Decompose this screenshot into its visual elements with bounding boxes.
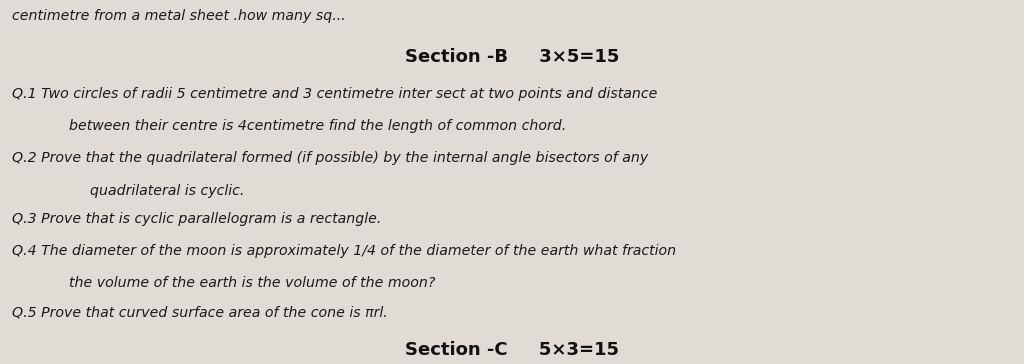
Text: Q.2 Prove that the quadrilateral formed (if possible) by the internal angle bise: Q.2 Prove that the quadrilateral formed … xyxy=(11,151,648,165)
Text: centimetre from a metal sheet .how many sq...: centimetre from a metal sheet .how many … xyxy=(11,8,345,23)
Text: Q.1 Two circles of radii 5 centimetre and 3 centimetre inter sect at two points : Q.1 Two circles of radii 5 centimetre an… xyxy=(11,87,657,101)
Text: Q.3 Prove that is cyclic parallelogram is a rectangle.: Q.3 Prove that is cyclic parallelogram i… xyxy=(11,212,381,226)
Text: between their centre is 4centimetre find the length of common chord.: between their centre is 4centimetre find… xyxy=(42,119,566,133)
Text: Section -C     5×3=15: Section -C 5×3=15 xyxy=(406,341,618,359)
Text: quadrilateral is cyclic.: quadrilateral is cyclic. xyxy=(62,183,244,198)
Text: Q.5 Prove that curved surface area of the cone is πrl.: Q.5 Prove that curved surface area of th… xyxy=(11,305,387,319)
Text: Section -B     3×5=15: Section -B 3×5=15 xyxy=(404,48,620,66)
Text: Q.4 The diameter of the moon is approximately 1/4 of the diameter of the earth w: Q.4 The diameter of the moon is approxim… xyxy=(11,244,676,258)
Text: the volume of the earth is the volume of the moon?: the volume of the earth is the volume of… xyxy=(42,277,435,290)
